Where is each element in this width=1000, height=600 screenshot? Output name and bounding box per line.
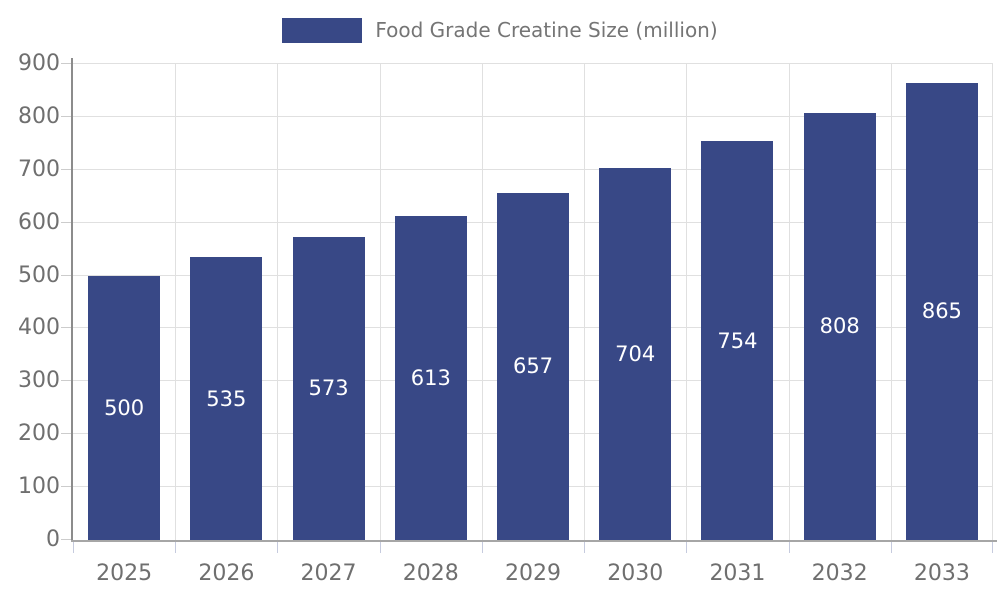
y-tick [61,380,71,382]
gridline-v [992,64,993,540]
y-tick [61,486,71,488]
legend: Food Grade Creatine Size (million) [0,16,1000,44]
x-tick [481,542,483,553]
bar: 704 [599,167,672,540]
y-tick-label: 900 [18,51,60,76]
y-tick [61,115,71,117]
x-tick [379,542,381,553]
x-tick-label: 2031 [709,561,766,586]
y-tick-label: 100 [18,474,60,500]
x-tick [73,542,74,553]
x-tick [788,542,790,553]
gridline-v [481,64,483,540]
bar-value-label: 754 [717,328,758,353]
x-tick [175,542,177,553]
y-tick-label: 700 [18,156,60,182]
legend-swatch [282,17,363,43]
bar: 500 [88,275,161,540]
x-tick-label: 2028 [402,561,459,586]
x-tick-label: 2027 [300,561,357,586]
bar: 573 [292,236,365,540]
bar: 865 [905,82,978,540]
gridline-v [890,64,892,540]
gridline-v [379,64,381,540]
bar-value-label: 808 [819,314,860,339]
gridline-v [175,64,177,540]
x-tick-label: 2025 [96,561,153,586]
x-tick-label: 2033 [913,561,970,586]
x-tick-label: 2030 [607,561,664,586]
x-axis-line [71,540,997,542]
gridline-h [73,63,993,64]
x-tick-label: 2026 [198,561,255,586]
legend-label: Food Grade Creatine Size (million) [375,18,718,42]
y-tick-label: 0 [46,527,60,552]
gridline-v [686,64,688,540]
gridline-v [584,64,586,540]
y-tick-label: 600 [18,209,60,235]
gridline-h [73,115,993,117]
gridline-v [788,64,790,540]
y-tick-label: 400 [18,315,60,341]
y-tick-label: 300 [18,368,60,394]
y-tick [61,63,71,64]
bar: 657 [497,192,569,540]
bar-value-label: 657 [512,354,554,379]
y-tick [61,433,71,435]
x-tick [992,542,993,553]
y-tick [61,221,71,223]
bar: 613 [394,215,467,540]
plot-area: 500 535 573 613 657 704 754 808 865 [61,58,997,553]
bar-value-label: 500 [104,395,145,420]
gridline-h [73,168,993,170]
x-tick-label: 2029 [505,561,561,586]
y-tick [61,168,71,170]
x-tick [584,542,586,553]
bar-value-label: 573 [308,376,349,401]
bar: 535 [190,257,263,540]
bar-value-label: 865 [921,299,962,324]
bar: 808 [803,112,876,540]
y-tick [61,327,71,329]
x-tick [686,542,688,553]
x-tick-label: 2032 [811,561,868,586]
y-tick-label: 500 [18,262,60,288]
gridline-v [277,64,279,540]
x-tick [277,542,279,553]
x-tick [890,542,892,553]
bar-value-label: 704 [615,341,656,366]
y-axis-line [71,58,73,540]
y-tick [61,539,71,540]
y-tick [61,274,71,276]
bar-value-label: 535 [206,386,247,411]
bar-value-label: 613 [410,365,451,390]
y-tick-label: 800 [18,103,60,129]
y-tick-label: 200 [18,421,60,447]
bar: 754 [701,141,774,540]
